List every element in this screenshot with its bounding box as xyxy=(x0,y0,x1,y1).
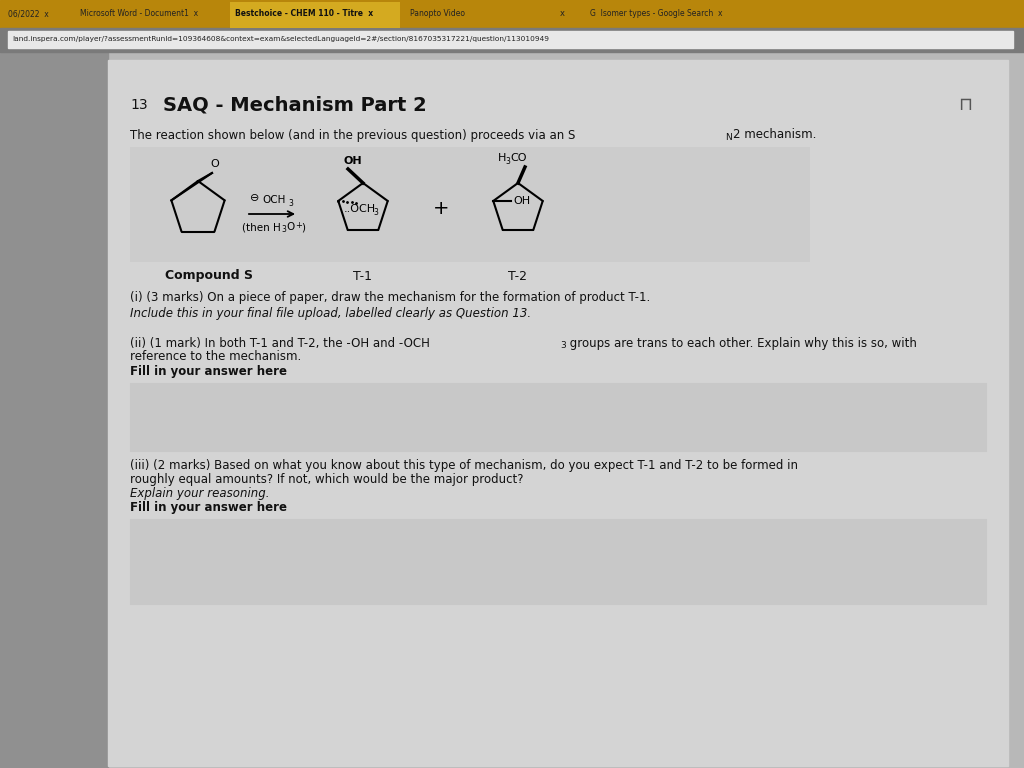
Bar xyxy=(0,52,108,768)
Bar xyxy=(130,383,986,451)
Text: ⊓: ⊓ xyxy=(958,96,972,114)
Text: OH: OH xyxy=(513,196,530,206)
Text: Explain your reasoning.: Explain your reasoning. xyxy=(130,486,269,499)
Text: OH: OH xyxy=(343,156,361,166)
Text: Microsoft Word - Document1  x: Microsoft Word - Document1 x xyxy=(80,9,198,18)
Text: 13: 13 xyxy=(130,98,147,112)
Text: OCH: OCH xyxy=(262,195,286,205)
Text: The reaction shown below (and in the previous question) proceeds via an S: The reaction shown below (and in the pre… xyxy=(130,128,575,141)
Text: 3: 3 xyxy=(281,224,286,233)
Bar xyxy=(108,60,1008,766)
Text: Fill in your answer here: Fill in your answer here xyxy=(130,502,287,515)
Text: ..OCH: ..OCH xyxy=(343,204,376,214)
Text: Bestchoice - CHEM 110 - Titre  x: Bestchoice - CHEM 110 - Titre x xyxy=(234,9,373,18)
Text: +: + xyxy=(433,200,450,219)
Bar xyxy=(130,147,810,262)
Text: H: H xyxy=(498,153,507,163)
Text: ⊖: ⊖ xyxy=(250,193,259,203)
Text: T-2: T-2 xyxy=(508,270,527,283)
Bar xyxy=(130,519,986,604)
Text: Panopto Video: Panopto Video xyxy=(410,9,465,18)
Text: T-1: T-1 xyxy=(353,270,372,283)
Text: 3: 3 xyxy=(288,198,293,207)
Text: CO: CO xyxy=(510,153,526,163)
Text: (ii) (1 mark) In both T-1 and T-2, the -OH and -OCH: (ii) (1 mark) In both T-1 and T-2, the -… xyxy=(130,336,430,349)
Text: ): ) xyxy=(301,222,305,232)
Bar xyxy=(230,2,400,28)
Text: SAQ - Mechanism Part 2: SAQ - Mechanism Part 2 xyxy=(163,95,427,114)
Text: x: x xyxy=(560,9,565,18)
Text: N: N xyxy=(725,134,732,143)
Text: 3: 3 xyxy=(374,208,378,217)
Text: (i) (3 marks) On a piece of paper, draw the mechanism for the formation of produ: (i) (3 marks) On a piece of paper, draw … xyxy=(130,292,650,304)
Text: 2 mechanism.: 2 mechanism. xyxy=(733,128,816,141)
Bar xyxy=(0,28,1024,52)
Text: Fill in your answer here: Fill in your answer here xyxy=(130,366,287,379)
Text: Include this in your final file upload, labelled clearly as Question 13.: Include this in your final file upload, … xyxy=(130,306,531,319)
Text: reference to the mechanism.: reference to the mechanism. xyxy=(130,350,301,363)
Text: 3: 3 xyxy=(505,157,510,165)
Text: roughly equal amounts? If not, which would be the major product?: roughly equal amounts? If not, which wou… xyxy=(130,472,523,485)
Text: O: O xyxy=(210,159,219,169)
Text: G  Isomer types - Google Search  x: G Isomer types - Google Search x xyxy=(590,9,723,18)
Text: O: O xyxy=(286,222,294,232)
Text: +: + xyxy=(295,220,302,230)
Text: land.inspera.com/player/?assessmentRunId=109364608&context=exam&selectedLanguage: land.inspera.com/player/?assessmentRunId… xyxy=(12,37,549,42)
Text: (iii) (2 marks) Based on what you know about this type of mechanism, do you expe: (iii) (2 marks) Based on what you know a… xyxy=(130,458,798,472)
Text: (then H: (then H xyxy=(242,222,281,232)
Bar xyxy=(0,0,1024,28)
Text: Compound S: Compound S xyxy=(165,270,253,283)
Bar xyxy=(8,31,1013,48)
Text: groups are trans to each other. Explain why this is so, with: groups are trans to each other. Explain … xyxy=(566,336,916,349)
Text: 3: 3 xyxy=(560,341,565,350)
Text: 06/2022  x: 06/2022 x xyxy=(8,9,49,18)
